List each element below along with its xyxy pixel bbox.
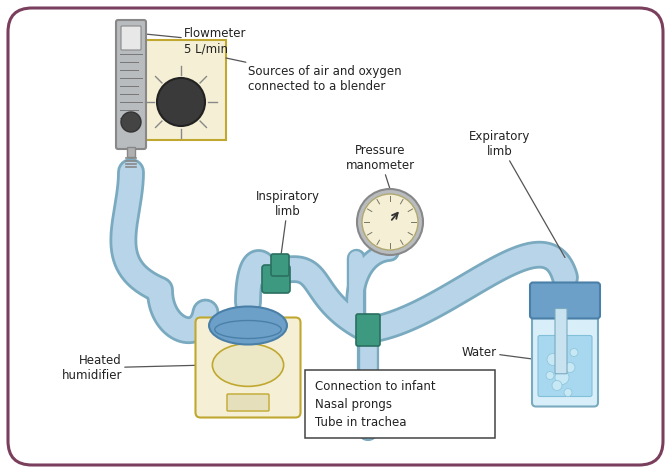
FancyBboxPatch shape	[555, 309, 567, 374]
FancyBboxPatch shape	[121, 26, 141, 50]
FancyBboxPatch shape	[530, 283, 600, 319]
FancyBboxPatch shape	[196, 318, 300, 418]
Text: Sources of air and oxygen
connected to a blender: Sources of air and oxygen connected to a…	[226, 58, 402, 93]
Circle shape	[362, 194, 418, 250]
Circle shape	[546, 372, 554, 380]
Text: Expiratory
limb: Expiratory limb	[469, 130, 565, 257]
FancyBboxPatch shape	[305, 370, 495, 438]
FancyBboxPatch shape	[136, 40, 226, 140]
FancyBboxPatch shape	[8, 8, 663, 465]
Ellipse shape	[209, 307, 287, 345]
FancyBboxPatch shape	[127, 147, 135, 157]
Text: Pressure
manometer: Pressure manometer	[345, 144, 415, 189]
Circle shape	[564, 389, 572, 396]
Circle shape	[357, 189, 423, 255]
Circle shape	[552, 381, 562, 391]
Ellipse shape	[215, 320, 282, 338]
Circle shape	[570, 348, 578, 356]
FancyBboxPatch shape	[532, 309, 598, 407]
Circle shape	[157, 78, 205, 126]
Text: Flowmeter
5 L/min: Flowmeter 5 L/min	[145, 27, 247, 55]
Text: Heated
humidifier: Heated humidifier	[62, 354, 208, 382]
FancyBboxPatch shape	[538, 336, 592, 396]
Ellipse shape	[212, 344, 284, 386]
Circle shape	[555, 371, 569, 384]
Text: Water: Water	[462, 346, 540, 360]
FancyBboxPatch shape	[356, 314, 380, 346]
Text: Connection to infant
Nasal prongs
Tube in trachea: Connection to infant Nasal prongs Tube i…	[315, 380, 435, 429]
FancyBboxPatch shape	[116, 20, 146, 149]
FancyBboxPatch shape	[227, 394, 269, 411]
FancyBboxPatch shape	[271, 254, 289, 276]
Text: Inspiratory
limb: Inspiratory limb	[256, 190, 320, 270]
Circle shape	[121, 112, 141, 132]
Circle shape	[565, 363, 575, 373]
FancyBboxPatch shape	[262, 265, 290, 293]
Circle shape	[547, 354, 559, 365]
